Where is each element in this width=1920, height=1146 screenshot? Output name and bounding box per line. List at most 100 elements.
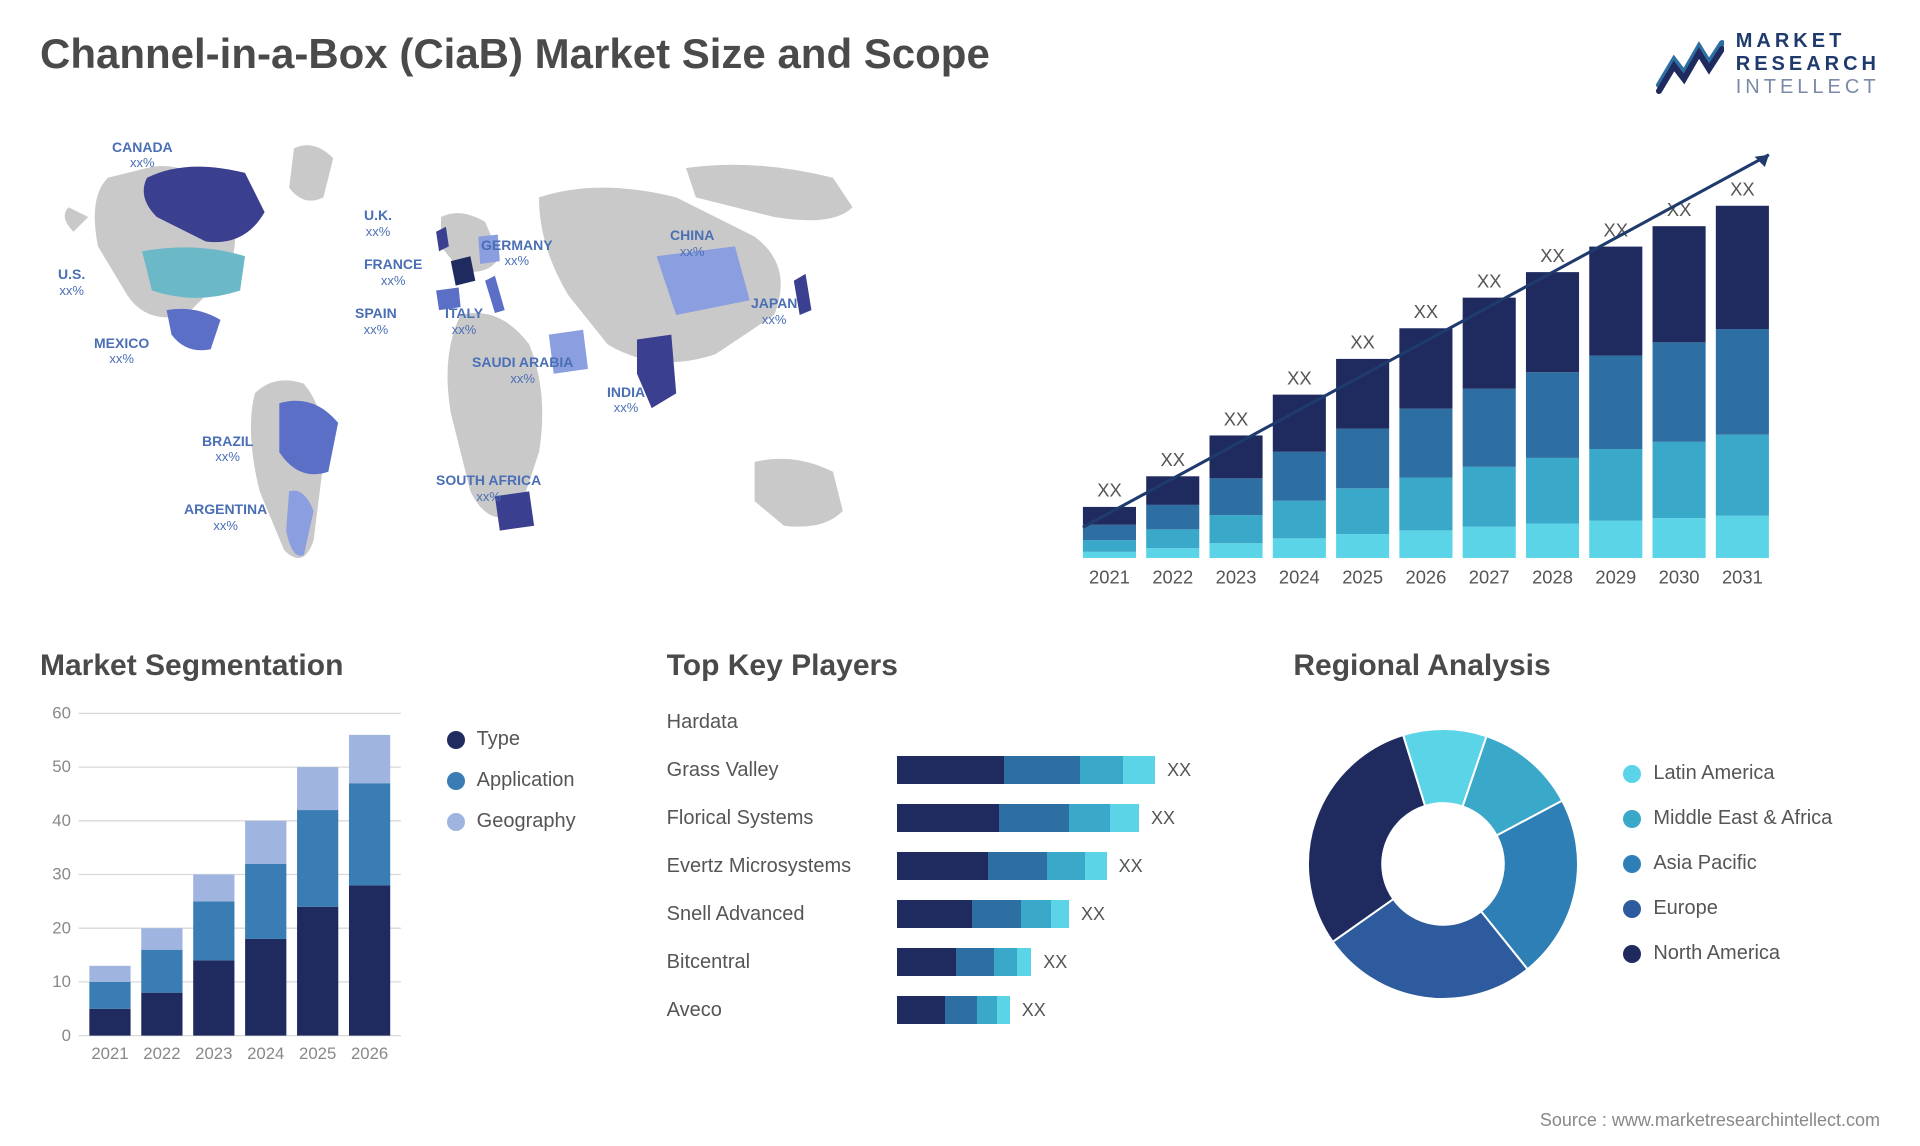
player-row: Aveco XX <box>667 991 1254 1029</box>
player-bar-segment <box>1080 756 1123 784</box>
growth-bar-segment <box>1526 524 1579 558</box>
map-label: BRAZILxx% <box>202 433 253 465</box>
growth-bar-segment <box>1273 452 1326 501</box>
player-bar-segment <box>945 996 977 1024</box>
legend-swatch <box>1623 810 1641 828</box>
player-value: XX <box>1151 808 1175 829</box>
regional-legend-item: Asia Pacific <box>1623 852 1880 875</box>
player-row: Hardata <box>667 703 1254 741</box>
player-value: XX <box>1022 1000 1046 1021</box>
map-label: CHINAxx% <box>670 227 714 259</box>
growth-bar-segment <box>1589 247 1642 356</box>
player-name: Hardata <box>667 711 897 734</box>
seg-year-label: 2021 <box>91 1044 128 1063</box>
player-bar-segment <box>997 996 1010 1024</box>
segmentation-title: Market Segmentation <box>40 649 627 683</box>
player-bar-segment <box>1110 804 1139 832</box>
map-label: U.S.xx% <box>58 266 85 298</box>
seg-ytick: 50 <box>52 757 71 776</box>
growth-year-label: 2024 <box>1279 566 1320 587</box>
growth-year-label: 2022 <box>1152 566 1193 587</box>
seg-bar-segment <box>245 864 286 939</box>
map-label: JAPANxx% <box>751 295 797 327</box>
legend-swatch <box>447 731 465 749</box>
seg-bar-segment <box>245 939 286 1036</box>
growth-bar-segment <box>1083 525 1136 540</box>
seg-ytick: 0 <box>62 1026 71 1045</box>
growth-bar-segment <box>1210 435 1263 478</box>
regional-donut <box>1293 714 1593 1014</box>
player-name: Grass Valley <box>667 759 897 782</box>
player-row: Grass ValleyXX <box>667 751 1254 789</box>
player-bar-segment <box>972 900 1020 928</box>
regional-legend-item: Middle East & Africa <box>1623 807 1880 830</box>
growth-bar-segment <box>1399 530 1452 558</box>
seg-bar-segment <box>193 875 234 902</box>
legend-swatch <box>447 772 465 790</box>
player-name: Aveco <box>667 999 897 1022</box>
player-bar-segment <box>897 756 1005 784</box>
player-bar-segment <box>1004 756 1079 784</box>
map-label: GERMANYxx% <box>481 237 553 269</box>
player-bar <box>897 996 1010 1024</box>
map-label: SPAINxx% <box>355 305 397 337</box>
player-bar-segment <box>956 948 994 976</box>
seg-legend-item: Application <box>447 769 627 792</box>
player-row: Evertz Microsystems XX <box>667 847 1254 885</box>
player-bar-segment <box>897 804 999 832</box>
players-body: HardataGrass ValleyXXFlorical SystemsXXE… <box>667 698 1254 1029</box>
bottom-row: Market Segmentation 01020304050602021202… <box>40 649 1880 1029</box>
segmentation-legend: TypeApplicationGeography <box>447 698 627 1090</box>
growth-bar-segment <box>1336 359 1389 429</box>
growth-bar-segment <box>1463 527 1516 558</box>
growth-year-label: 2030 <box>1659 566 1700 587</box>
growth-bar-segment <box>1653 518 1706 558</box>
legend-label: Middle East & Africa <box>1653 807 1832 830</box>
seg-bar-segment <box>349 735 390 783</box>
seg-year-label: 2023 <box>195 1044 232 1063</box>
player-bar-segment <box>897 852 989 880</box>
growth-bar-segment <box>1463 298 1516 389</box>
legend-swatch <box>1623 855 1641 873</box>
growth-year-label: 2021 <box>1089 566 1130 587</box>
seg-bar-segment <box>193 960 234 1035</box>
map-label: SOUTH AFRICAxx% <box>436 472 541 504</box>
seg-ytick: 40 <box>52 811 71 830</box>
map-label: FRANCExx% <box>364 256 422 288</box>
growth-bar-segment <box>1716 435 1769 516</box>
player-bar-wrap: XX <box>897 996 1254 1024</box>
player-bar <box>897 948 1032 976</box>
player-bar-wrap: XX <box>897 804 1254 832</box>
legend-label: Europe <box>1653 897 1718 920</box>
player-row: Florical SystemsXX <box>667 799 1254 837</box>
page-title: Channel-in-a-Box (CiaB) Market Size and … <box>40 30 990 78</box>
map-label: SAUDI ARABIAxx% <box>472 354 573 386</box>
player-bar <box>897 900 1069 928</box>
player-value: XX <box>1043 952 1067 973</box>
growth-bar-segment <box>1273 538 1326 558</box>
seg-legend-item: Geography <box>447 810 627 833</box>
map-label: MEXICOxx% <box>94 335 149 367</box>
player-bar-segment <box>988 852 1047 880</box>
player-bar-segment <box>897 996 945 1024</box>
regional-panel: Regional Analysis Latin AmericaMiddle Ea… <box>1293 649 1880 1029</box>
player-value: XX <box>1119 856 1143 877</box>
logo-line1: MARKET <box>1736 30 1880 53</box>
player-bar-segment <box>999 804 1069 832</box>
map-label: ITALYxx% <box>445 305 483 337</box>
growth-bar-segment <box>1653 226 1706 342</box>
player-bar-segment <box>1069 804 1110 832</box>
growth-year-label: 2027 <box>1469 566 1510 587</box>
growth-chart-panel: XX2021XX2022XX2023XX2024XX2025XX2026XX20… <box>980 119 1880 609</box>
growth-bar-label: XX <box>1350 332 1375 353</box>
logo-icon <box>1654 35 1724 95</box>
world-map-panel: CANADAxx%U.S.xx%MEXICOxx%BRAZILxx%ARGENT… <box>40 119 940 609</box>
player-name: Evertz Microsystems <box>667 855 897 878</box>
player-bar-wrap: XX <box>897 900 1254 928</box>
seg-bar-segment <box>141 993 182 1036</box>
player-bar-segment <box>897 900 972 928</box>
growth-bar-segment <box>1716 516 1769 558</box>
player-bar-segment <box>977 996 996 1024</box>
player-bar-segment <box>1047 852 1085 880</box>
growth-bar-segment <box>1463 389 1516 467</box>
